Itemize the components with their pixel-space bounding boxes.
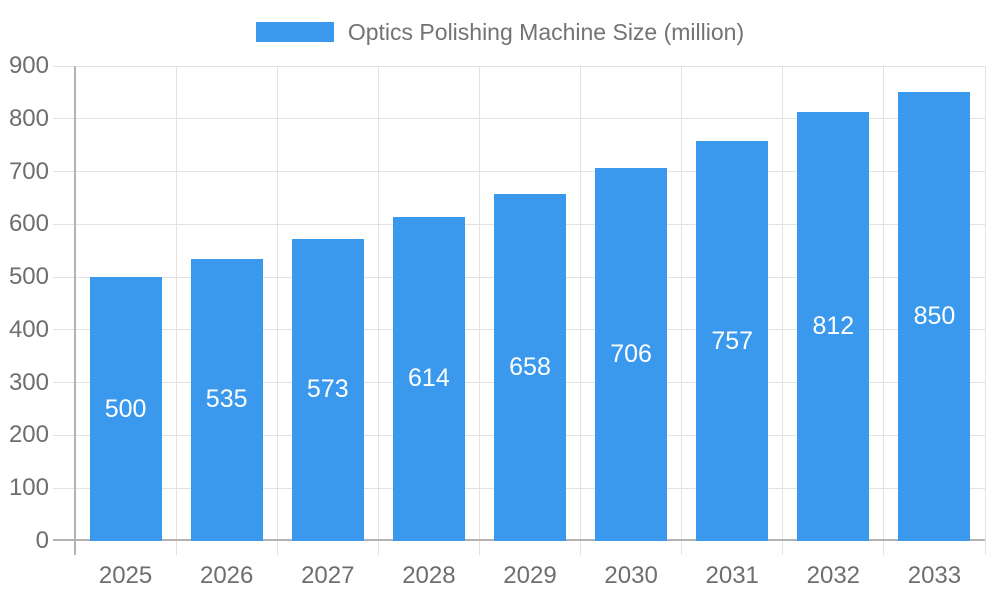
y-axis-tick-label: 300 bbox=[8, 368, 49, 396]
gridline-vertical bbox=[580, 66, 582, 555]
gridline-vertical bbox=[478, 66, 480, 555]
bar-value-label: 614 bbox=[408, 364, 450, 393]
bar-2032[interactable]: 812 bbox=[797, 112, 870, 541]
legend[interactable]: Optics Polishing Machine Size (million) bbox=[0, 18, 1000, 46]
legend-label: Optics Polishing Machine Size (million) bbox=[347, 18, 745, 45]
bar-value-label: 535 bbox=[205, 385, 248, 414]
legend-swatch bbox=[255, 22, 334, 42]
y-axis-tick-label: 100 bbox=[8, 474, 49, 502]
x-axis-tick-label: 2031 bbox=[705, 562, 759, 589]
bar-2026[interactable]: 535 bbox=[190, 258, 263, 541]
bar-value-label: 573 bbox=[306, 375, 349, 404]
bar-2031[interactable]: 757 bbox=[696, 141, 769, 541]
y-axis-line bbox=[74, 66, 76, 555]
y-axis-tick-label: 200 bbox=[8, 421, 49, 449]
bar-value-label: 500 bbox=[104, 394, 147, 423]
gridline-vertical bbox=[681, 66, 683, 555]
y-axis-tick-label: 0 bbox=[35, 527, 49, 554]
x-axis-tick-label: 2032 bbox=[806, 562, 861, 589]
x-axis-tick-label: 2028 bbox=[402, 562, 456, 589]
y-axis-tick-label: 400 bbox=[8, 315, 49, 343]
y-axis-tick-label: 800 bbox=[8, 104, 49, 132]
x-axis-tick-label: 2030 bbox=[604, 562, 658, 589]
bar-value-label: 812 bbox=[812, 312, 855, 341]
x-axis-tick-label: 2025 bbox=[98, 562, 153, 589]
gridline-vertical bbox=[175, 66, 177, 555]
gridline-horizontal bbox=[53, 171, 985, 173]
bar-2030[interactable]: 706 bbox=[595, 168, 668, 541]
bar-2033[interactable]: 850 bbox=[898, 92, 971, 541]
plot-area: 0 100 200 300 400 500 600 700 800 900 500 2025 535 20… bbox=[9, 52, 986, 589]
y-axis-tick-label: 900 bbox=[8, 52, 49, 79]
y-axis-tick-label: 600 bbox=[8, 210, 49, 238]
gridline-vertical bbox=[984, 66, 986, 555]
x-axis-tick-label: 2026 bbox=[199, 562, 254, 589]
gridline-horizontal bbox=[53, 65, 985, 67]
gridline-horizontal bbox=[53, 118, 985, 120]
x-axis-tick-label: 2027 bbox=[301, 562, 355, 589]
gridline-vertical bbox=[883, 66, 885, 555]
bar-value-label: 706 bbox=[610, 340, 652, 369]
x-axis-tick-label: 2033 bbox=[907, 562, 962, 589]
bar-2029[interactable]: 658 bbox=[494, 193, 566, 541]
y-axis-tick-label: 700 bbox=[8, 157, 49, 185]
gridline-vertical bbox=[276, 66, 278, 555]
bar-2028[interactable]: 614 bbox=[392, 216, 465, 541]
gridline-vertical bbox=[782, 66, 784, 555]
gridline-vertical bbox=[377, 66, 379, 555]
y-axis-tick-label: 500 bbox=[8, 263, 49, 291]
x-axis-tick-label: 2029 bbox=[503, 562, 557, 589]
bar-value-label: 757 bbox=[711, 326, 754, 355]
bar-2025[interactable]: 500 bbox=[89, 277, 162, 541]
bar-value-label: 850 bbox=[913, 302, 956, 331]
bar-2027[interactable]: 573 bbox=[291, 238, 364, 541]
bar-value-label: 658 bbox=[509, 352, 551, 381]
